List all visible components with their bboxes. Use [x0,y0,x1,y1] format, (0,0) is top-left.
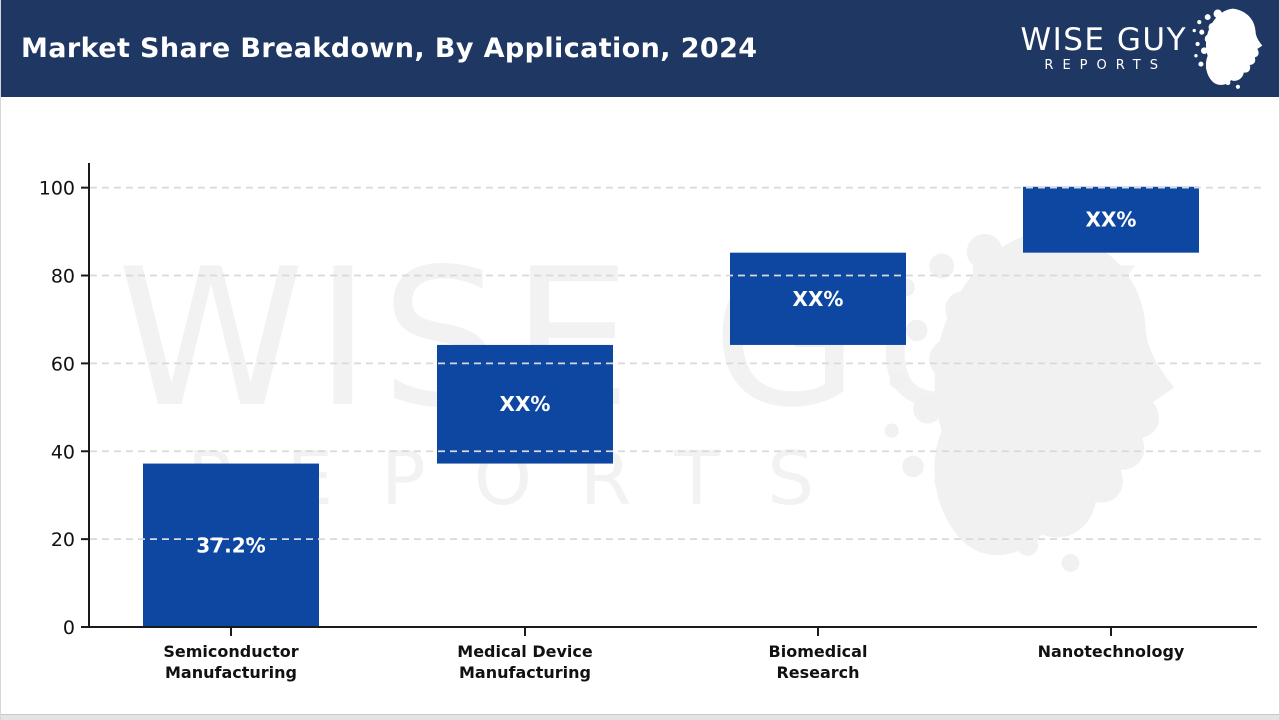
y-tick-label-40: 40 [51,441,75,463]
y-tick-label-20: 20 [51,529,75,551]
watermark-head-icon [877,230,1175,572]
header-bar: Market Share Breakdown, By Application, … [1,0,1279,97]
y-tick-label-100: 100 [39,178,75,200]
chart-title: Market Share Breakdown, By Application, … [21,33,758,64]
y-tick-label-80: 80 [51,266,75,288]
bar-0 [143,463,319,627]
bar-label-1: XX% [500,392,551,416]
x-label-1: Medical Device Manufacturing [457,642,593,682]
bottom-border [1,714,1279,720]
bar-3 [1023,186,1199,253]
bar-label-0: 37.2% [196,533,265,557]
x-label-2: Biomedical Research [769,642,868,682]
x-label-0: Semiconductor Manufacturing [163,642,298,682]
logo-wordmark: WISE GUY [1020,21,1187,58]
brand-logo: WISE GUY REPORTS [1020,7,1265,91]
bar-label-3: XX% [1086,208,1137,232]
logo-subtitle: REPORTS [1044,58,1168,74]
y-tick-label-0: 0 [63,617,75,639]
logo-text-block: WISE GUY REPORTS [1020,24,1187,74]
bar-1 [437,344,613,464]
x-label-3: Nanotechnology [1038,642,1185,661]
logo-head-icon [1192,8,1263,89]
bar-2 [730,252,906,345]
bar-label-2: XX% [793,287,844,311]
y-tick-label-60: 60 [51,353,75,375]
